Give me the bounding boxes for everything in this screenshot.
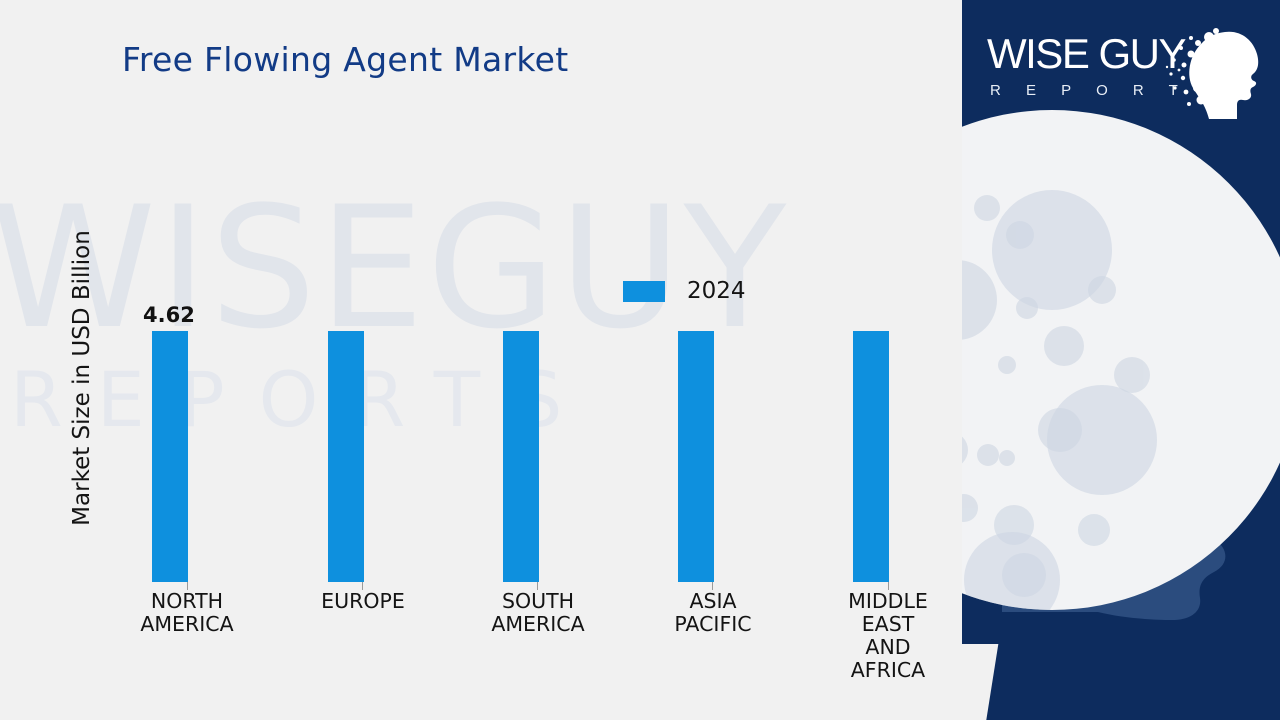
x-label-europe: EUROPE (321, 589, 405, 613)
legend-label-2024: 2024 (687, 278, 746, 304)
head-profile-icon (1165, 28, 1259, 120)
x-label-asia-pacific: ASIA PACIFIC (674, 589, 752, 636)
bar-value-north-america: 4.62 (143, 303, 195, 327)
chart-legend[interactable]: 2024 (623, 278, 746, 304)
brand-panel: WISE GUY R E P O R T S (962, 0, 1280, 720)
x-label-north-america: NORTH AMERICA (140, 589, 234, 636)
legend-swatch-2024 (623, 280, 665, 302)
logo-wordmark: WISE GUY (987, 30, 1187, 77)
axis-tick (362, 582, 363, 590)
axis-tick (712, 582, 713, 590)
bar-north-america[interactable] (152, 331, 188, 582)
x-label-south-america: SOUTH AMERICA (491, 589, 585, 636)
page-title: Free Flowing Agent Market (122, 40, 569, 79)
dot-pattern-decoration (962, 190, 1157, 610)
axis-tick (187, 582, 188, 590)
chart-plot-area: 4.62 NORTH AMERICA EUROPE SOUTH AMERICA … (140, 278, 928, 682)
panel-corner-notch (962, 644, 999, 720)
axis-tick (537, 582, 538, 590)
bar-middle-east-and-africa[interactable] (853, 331, 889, 582)
bar-south-america[interactable] (503, 331, 539, 582)
logo-subtitle: R E P O R T S (990, 82, 1224, 99)
axis-tick (888, 582, 889, 590)
brand-logo[interactable]: WISE GUY R E P O R T S (987, 28, 1267, 120)
bar-europe[interactable] (328, 331, 364, 582)
bar-asia-pacific[interactable] (678, 331, 714, 582)
x-label-middle-east-and-africa: MIDDLE EAST AND AFRICA (848, 589, 928, 682)
